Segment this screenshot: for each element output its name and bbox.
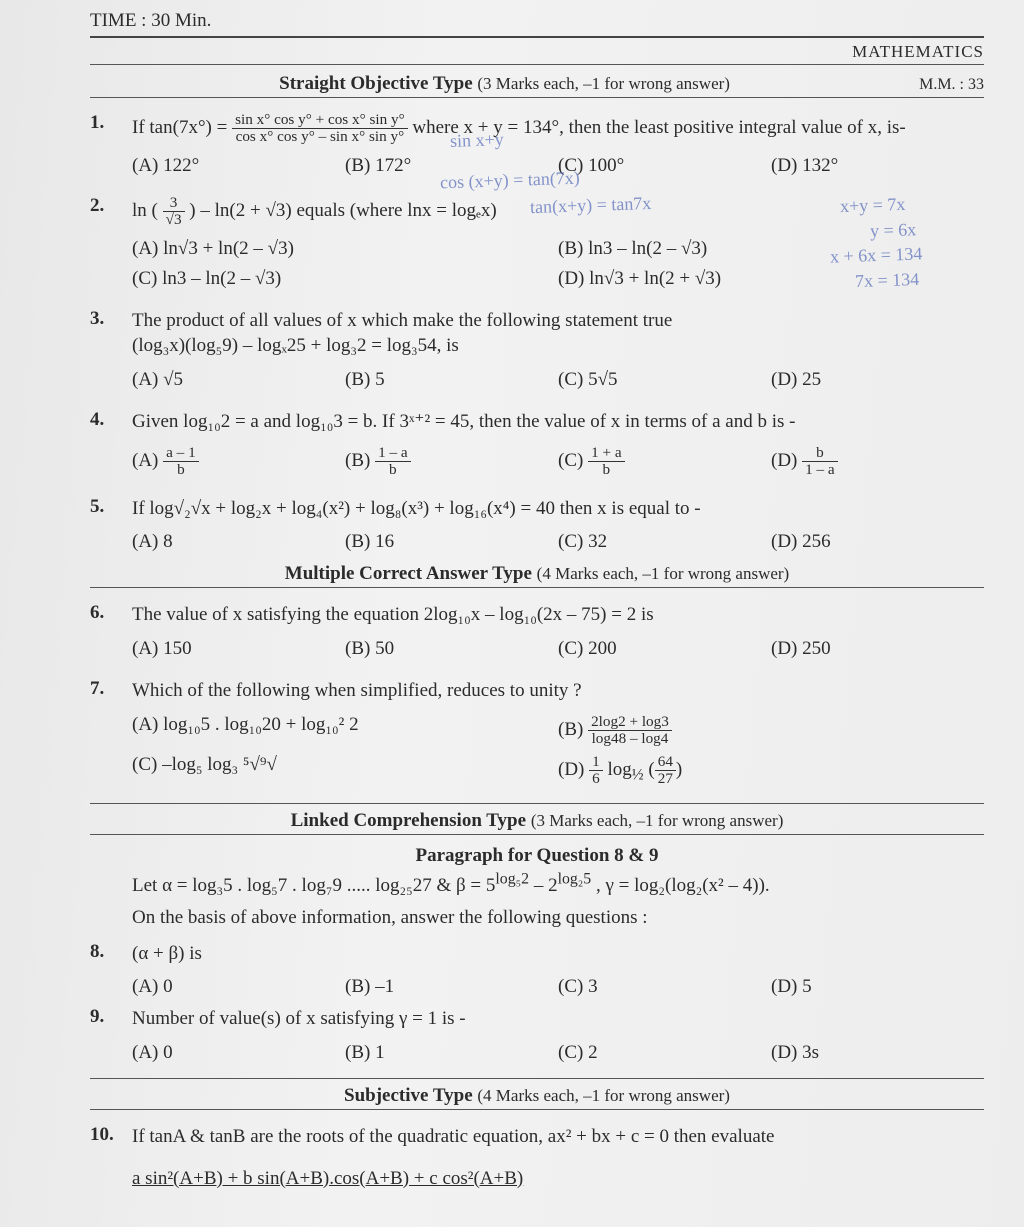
- section4-note: (4 Marks each, –1 for wrong answer): [477, 1086, 730, 1105]
- q6-optC: (C) 200: [558, 634, 771, 664]
- q8-optC: (C) 3: [558, 972, 771, 1002]
- q8-stem: (α + β) is: [132, 941, 984, 967]
- q5-optA: (A) 8: [132, 527, 345, 557]
- paragraph-text: Let α = log₃5 . log₅7 . log₇9 ..... log₂…: [132, 873, 984, 936]
- q6-optB: (B) 50: [345, 634, 558, 664]
- max-marks: M.M. : 33: [919, 76, 984, 94]
- q10-num: 10.: [90, 1124, 132, 1197]
- q4-num: 4.: [90, 409, 132, 482]
- q4-stem: Given log₁₀2 = a and log₁₀3 = b. If 3ˣ⁺²…: [132, 409, 984, 435]
- q8-optA: (A) 0: [132, 972, 345, 1002]
- q2-optA: (A) ln√3 + ln(2 – √3): [132, 234, 558, 264]
- section2-title: Multiple Correct Answer Type: [285, 563, 532, 584]
- q5-optC: (C) 32: [558, 527, 771, 557]
- q10-expression: a sin²(A+B) + b sin(A+B).cos(A+B) + c co…: [132, 1166, 984, 1192]
- q4-optD: (D) b1 – a: [771, 441, 984, 482]
- q2-optD: (D) ln√3 + ln(2 + √3): [558, 264, 984, 294]
- section1-title: Straight Objective Type: [279, 73, 473, 94]
- q7-optA: (A) log₁₀5 . log₁₀20 + log₁₀² 2: [132, 710, 558, 751]
- subject-label: MATHEMATICS: [852, 42, 984, 62]
- q2-stem: ln ( 3 √3 ) – ln(2 + √3) equals (where l…: [132, 195, 984, 228]
- q5-optB: (B) 16: [345, 527, 558, 557]
- q9-optC: (C) 2: [558, 1038, 771, 1068]
- q9-stem: Number of value(s) of x satisfying γ = 1…: [132, 1006, 984, 1032]
- q3-num: 3.: [90, 308, 132, 395]
- q4-optB: (B) 1 – ab: [345, 441, 558, 482]
- exam-page: TIME : 30 Min. MATHEMATICS Straight Obje…: [0, 0, 1024, 1227]
- q3-stem: The product of all values of x which mak…: [132, 308, 984, 359]
- q8-optB: (B) –1: [345, 972, 558, 1002]
- q3-optB: (B) 5: [345, 365, 558, 395]
- time-label: TIME : 30 Min.: [90, 10, 211, 32]
- q5-num: 5.: [90, 496, 132, 558]
- section3-note: (3 Marks each, –1 for wrong answer): [531, 811, 784, 830]
- q6-num: 6.: [90, 602, 132, 664]
- q1-optC: (C) 100°: [558, 151, 771, 181]
- q2-optC: (C) ln3 – ln(2 – √3): [132, 264, 558, 294]
- paragraph-89-title: Paragraph for Question 8 & 9: [90, 845, 984, 867]
- q9-optB: (B) 1: [345, 1038, 558, 1068]
- q3-optC: (C) 5√5: [558, 365, 771, 395]
- q8-optD: (D) 5: [771, 972, 984, 1002]
- q7-num: 7.: [90, 678, 132, 791]
- q7-stem: Which of the following when simplified, …: [132, 678, 984, 704]
- q3-optA: (A) √5: [132, 365, 345, 395]
- q2-optB: (B) ln3 – ln(2 – √3): [558, 234, 984, 264]
- q1-optD: (D) 132°: [771, 151, 984, 181]
- q8-num: 8.: [90, 941, 132, 1003]
- section4-title: Subjective Type: [344, 1085, 473, 1106]
- q1-stem: If tan(7x°) = sin x° cos y° + cos x° sin…: [132, 112, 984, 145]
- q1-optB: (B) 172°: [345, 151, 558, 181]
- q7-optC: (C) –log₅ log₃ ⁵√⁹√: [132, 750, 558, 791]
- q3-optD: (D) 25: [771, 365, 984, 395]
- q7-optD: (D) 16 log½ (6427): [558, 750, 984, 791]
- q10-stem: If tanA & tanB are the roots of the quad…: [132, 1124, 984, 1150]
- q5-stem: If log√₂√x + log₂x + log₄(x²) + log₈(x³)…: [132, 496, 984, 522]
- q6-stem: The value of x satisfying the equation 2…: [132, 602, 984, 628]
- q4-optC: (C) 1 + ab: [558, 441, 771, 482]
- q2-num: 2.: [90, 195, 132, 294]
- q5-optD: (D) 256: [771, 527, 984, 557]
- q9-num: 9.: [90, 1006, 132, 1068]
- section3-title: Linked Comprehension Type: [291, 810, 526, 831]
- q6-optD: (D) 250: [771, 634, 984, 664]
- section1-note: (3 Marks each, –1 for wrong answer): [477, 74, 730, 93]
- q6-optA: (A) 150: [132, 634, 345, 664]
- q1-optA: (A) 122°: [132, 151, 345, 181]
- q9-optA: (A) 0: [132, 1038, 345, 1068]
- q7-optB: (B) 2log2 + log3log48 – log4: [558, 710, 984, 751]
- q1-num: 1.: [90, 112, 132, 181]
- section2-note: (4 Marks each, –1 for wrong answer): [537, 564, 790, 583]
- q4-optA: (A) a – 1b: [132, 441, 345, 482]
- q9-optD: (D) 3s: [771, 1038, 984, 1068]
